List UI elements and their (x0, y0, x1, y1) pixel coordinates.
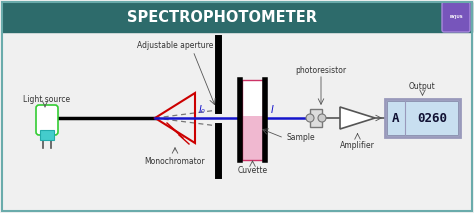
Bar (387, 101, 458, 135)
Bar (242, 80, 263, 160)
Text: Adjustable aperture: Adjustable aperture (137, 41, 213, 50)
Bar (40, 130, 54, 140)
FancyBboxPatch shape (442, 2, 470, 32)
Text: 0260: 0260 (417, 111, 447, 125)
Bar (242, 116, 263, 160)
Circle shape (318, 114, 326, 122)
Text: BYJUS: BYJUS (449, 15, 463, 19)
Circle shape (306, 114, 314, 122)
Bar (310, 109, 322, 127)
Text: I₀: I₀ (199, 105, 206, 115)
Polygon shape (340, 107, 375, 129)
Text: Output: Output (409, 82, 436, 91)
Bar (2, 2, 472, 32)
Text: Amplifier: Amplifier (340, 141, 375, 150)
Text: A: A (392, 111, 400, 125)
Text: SPECTROPHOTOMETER: SPECTROPHOTOMETER (127, 10, 317, 24)
Text: photoresistor: photoresistor (295, 66, 346, 75)
Bar (242, 80, 263, 116)
FancyBboxPatch shape (36, 105, 58, 135)
Text: I: I (271, 105, 274, 115)
Text: Cuvette: Cuvette (237, 166, 267, 175)
Text: Light source: Light source (23, 95, 71, 104)
Text: Monochromator: Monochromator (145, 157, 205, 166)
Bar (385, 99, 460, 137)
Text: Sample: Sample (287, 134, 316, 142)
